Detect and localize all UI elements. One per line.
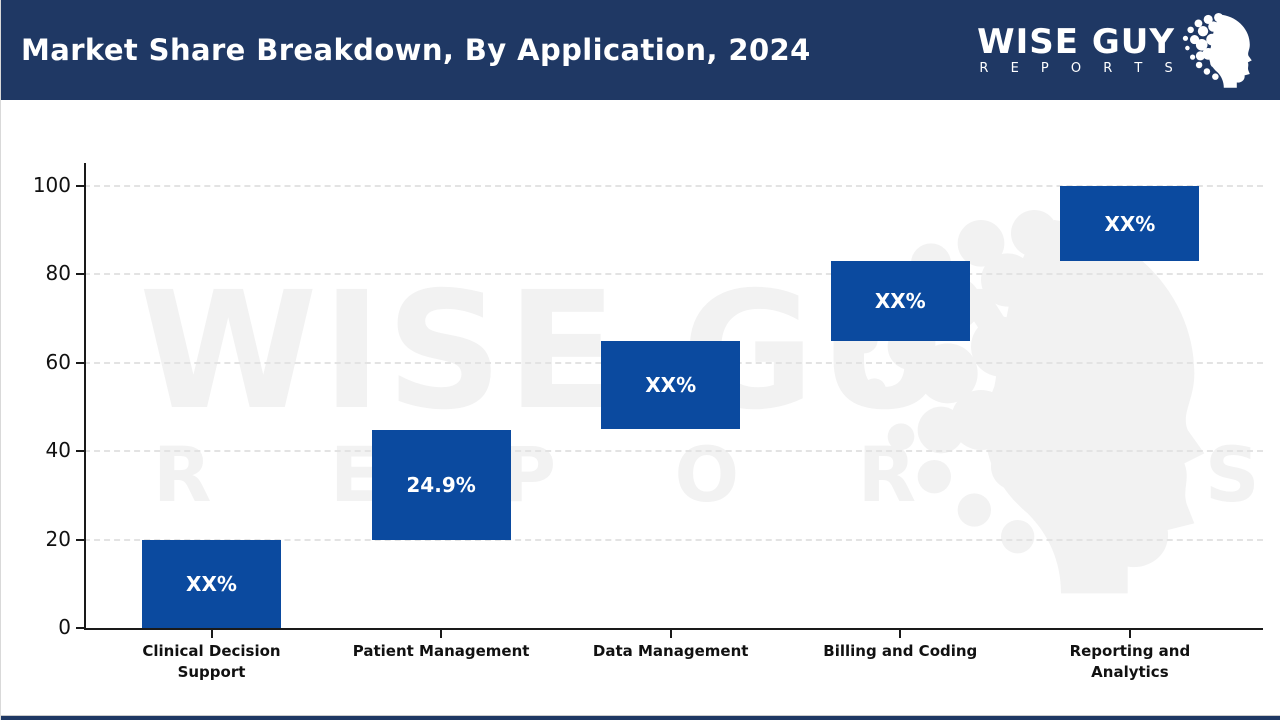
gridline <box>84 273 1263 276</box>
y-tick-mark <box>76 273 84 276</box>
x-axis-line <box>84 628 1263 630</box>
bar-value-label: XX% <box>874 288 926 313</box>
gridline <box>84 450 1263 453</box>
y-axis-line <box>84 163 86 630</box>
bar-value-label: XX% <box>186 571 237 596</box>
brand-logo: WISE GUY R E P O R T S <box>977 11 1255 89</box>
y-tick-label: 100 <box>32 173 71 197</box>
y-tick-label: 0 <box>58 615 71 639</box>
bar: XX% <box>1060 186 1200 262</box>
y-tick-label: 40 <box>45 438 71 463</box>
brand-logo-text: WISE GUY R E P O R T S <box>977 25 1175 75</box>
bar: XX% <box>830 261 970 341</box>
y-tick-label: 60 <box>45 349 71 374</box>
page-title: Market Share Breakdown, By Application, … <box>21 33 811 67</box>
category-label: Patient Management <box>352 642 530 660</box>
brand-subname: R E P O R T S <box>979 61 1182 76</box>
bar-value-label: XX% <box>1104 211 1156 236</box>
category-label: Clinical Decision Support <box>142 642 281 681</box>
category-label: Billing and Coding <box>823 642 978 660</box>
bar-value-label: 24.9% <box>406 472 476 497</box>
y-tick-mark <box>76 627 84 629</box>
x-tick-mark <box>669 630 672 638</box>
footer-divider <box>1 715 1280 716</box>
x-tick-mark <box>440 630 443 638</box>
y-tick-label: 20 <box>45 526 71 551</box>
header-bar: Market Share Breakdown, By Application, … <box>1 0 1280 100</box>
bar: XX% <box>142 539 281 628</box>
y-tick-mark <box>76 538 84 541</box>
category-label: Data Management <box>592 642 749 660</box>
y-tick-mark <box>76 450 84 453</box>
wiseguy-face-icon <box>1182 12 1252 88</box>
category-label: Reporting and Analytics <box>1069 642 1191 681</box>
bar-value-label: XX% <box>645 372 697 397</box>
bar: 24.9% <box>371 429 511 540</box>
gridline <box>84 538 1263 541</box>
bar: XX% <box>601 340 741 430</box>
x-tick-mark <box>210 630 213 638</box>
y-tick-label: 80 <box>45 261 71 286</box>
brand-name: WISE GUY <box>977 22 1175 62</box>
x-tick-mark <box>899 630 902 638</box>
footer-bar <box>1 716 1280 720</box>
y-tick-mark <box>76 185 84 187</box>
x-tick-mark <box>1128 630 1131 638</box>
y-tick-mark <box>76 361 84 364</box>
gridline <box>84 185 1263 187</box>
